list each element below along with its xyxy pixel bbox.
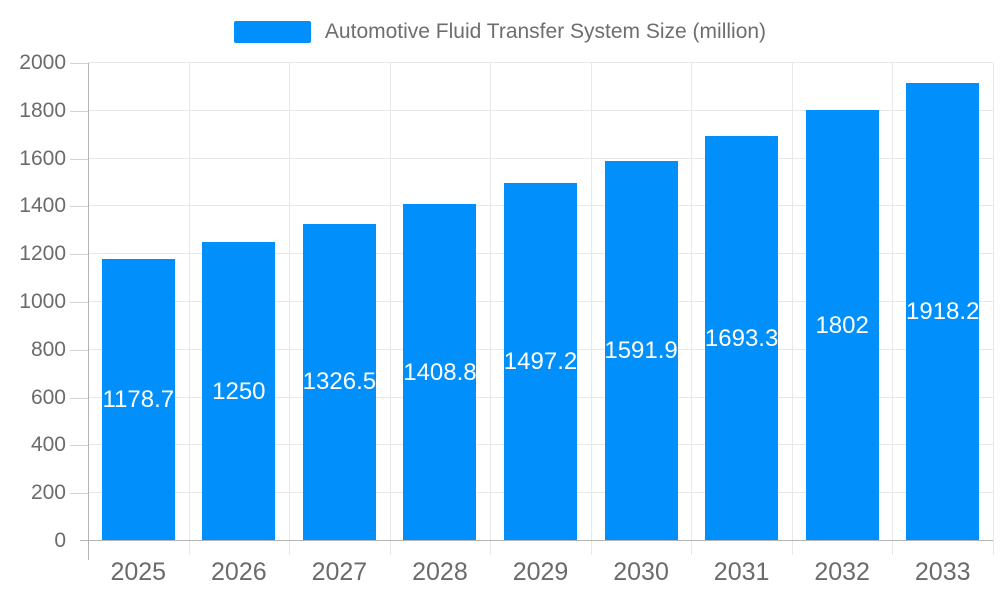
x-axis-label: 2025 bbox=[110, 558, 167, 586]
gridline-vertical bbox=[188, 63, 190, 555]
x-axis-label: 2027 bbox=[311, 558, 368, 586]
bar[interactable]: 1178.7 bbox=[101, 259, 175, 541]
gridline-horizontal bbox=[88, 157, 993, 159]
y-axis-tick bbox=[70, 158, 88, 160]
gridline-vertical bbox=[691, 63, 693, 555]
bar[interactable]: 1591.9 bbox=[604, 160, 678, 541]
bar[interactable]: 1250 bbox=[202, 242, 276, 541]
gridline-vertical bbox=[993, 63, 994, 555]
y-axis-tick bbox=[70, 206, 88, 208]
y-axis-labels: 0 200 400 600 800 1000 1200 1400 1600 1800 2000 bbox=[0, 51, 66, 552]
bar[interactable]: 1497.2 bbox=[504, 183, 577, 541]
y-axis-tick bbox=[70, 254, 88, 256]
x-axis-label: 2033 bbox=[914, 558, 971, 586]
bar-value-label: 1250 bbox=[212, 377, 266, 405]
legend-label: Automotive Fluid Transfer System Size (m… bbox=[324, 20, 767, 43]
gridline-vertical bbox=[590, 63, 592, 555]
y-axis-label: 1200 bbox=[19, 242, 66, 266]
y-axis-line bbox=[88, 63, 89, 560]
x-axis-line bbox=[80, 540, 993, 541]
bar-value-label: 1918.2 bbox=[906, 297, 980, 325]
bar[interactable]: 1693.3 bbox=[705, 136, 778, 541]
bar-value-label: 1693.3 bbox=[704, 324, 779, 352]
bar[interactable]: 1918.2 bbox=[906, 82, 980, 541]
bar[interactable]: 1326.5 bbox=[302, 223, 377, 541]
y-axis-label: 1800 bbox=[19, 98, 66, 122]
legend-marker-icon bbox=[233, 21, 311, 43]
y-axis-label: 200 bbox=[30, 481, 66, 505]
y-axis-label: 2000 bbox=[19, 51, 66, 74]
x-axis-label: 2026 bbox=[211, 558, 267, 586]
y-axis-tick bbox=[70, 397, 88, 399]
bar-value-label: 1408.8 bbox=[403, 358, 477, 386]
gridline-vertical bbox=[892, 63, 894, 555]
bar[interactable]: 1802 bbox=[805, 110, 879, 541]
x-axis-labels: 2025 2026 2027 2028 2029 2030 2031 2032 2033 bbox=[88, 558, 993, 590]
y-axis-tick bbox=[70, 349, 88, 351]
gridline-horizontal bbox=[88, 62, 993, 63]
y-axis-label: 1000 bbox=[19, 290, 66, 313]
bar-value-label: 1591.9 bbox=[604, 336, 678, 364]
legend[interactable]: Automotive Fluid Transfer System Size (m… bbox=[0, 20, 1000, 44]
x-axis-label: 2031 bbox=[713, 558, 770, 586]
plot-area: 1178.7 1250 1326.5 1408.8 1497.2 1591.9 1693.3… bbox=[70, 62, 994, 560]
x-axis-label: 2030 bbox=[613, 558, 669, 586]
gridline-horizontal bbox=[88, 109, 993, 111]
y-axis-label: 600 bbox=[30, 385, 66, 409]
gridline-vertical bbox=[289, 63, 291, 555]
y-axis-tick bbox=[70, 445, 88, 447]
y-axis-label: 400 bbox=[30, 433, 66, 457]
y-axis-label: 1600 bbox=[19, 146, 66, 170]
x-axis-label: 2029 bbox=[512, 558, 569, 586]
y-axis-tick bbox=[70, 110, 88, 112]
y-axis-label: 0 bbox=[54, 529, 66, 552]
y-axis-tick bbox=[70, 302, 88, 303]
gridline-vertical bbox=[490, 63, 492, 555]
y-axis-label: 800 bbox=[30, 337, 66, 361]
gridline-vertical bbox=[791, 63, 793, 555]
bar-value-label: 1802 bbox=[815, 311, 869, 339]
bar-value-label: 1497.2 bbox=[503, 348, 578, 376]
x-axis-label: 2032 bbox=[814, 558, 870, 586]
x-axis-label: 2028 bbox=[412, 558, 468, 586]
bar[interactable]: 1408.8 bbox=[403, 204, 477, 541]
y-axis-label: 1400 bbox=[19, 194, 66, 218]
gridline-vertical bbox=[389, 63, 391, 555]
bar-value-label: 1326.5 bbox=[302, 368, 377, 396]
y-axis-tick bbox=[70, 63, 88, 64]
bar-value-label: 1178.7 bbox=[102, 386, 175, 414]
y-axis-tick bbox=[70, 493, 88, 495]
